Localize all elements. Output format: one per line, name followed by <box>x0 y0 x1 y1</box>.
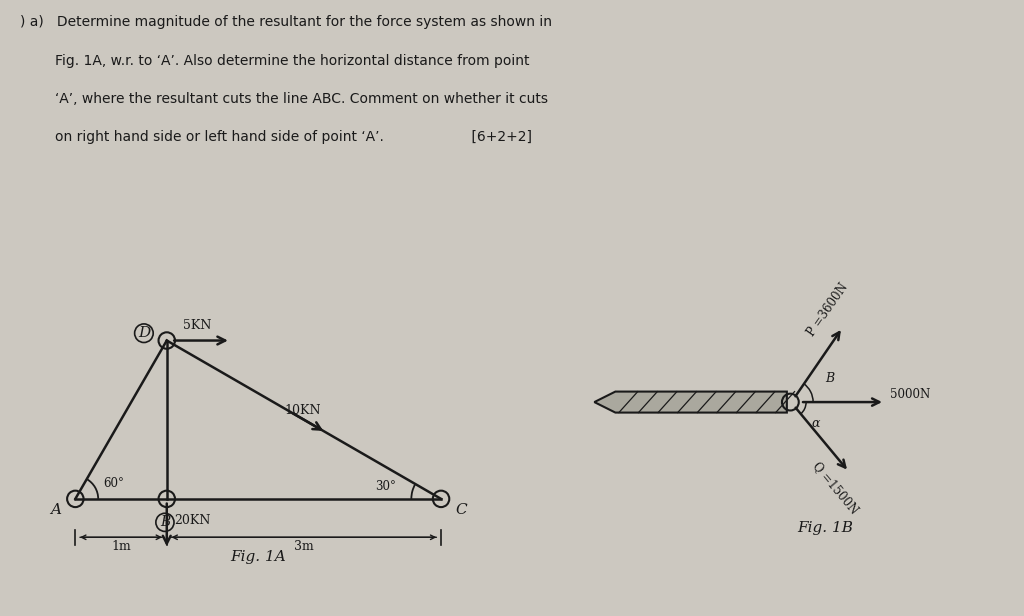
Text: 1m: 1m <box>112 540 131 553</box>
Text: Fig. 1B: Fig. 1B <box>798 521 853 535</box>
Text: Q =1500N: Q =1500N <box>811 460 861 516</box>
Text: B: B <box>160 516 170 529</box>
Text: 5KN: 5KN <box>183 318 212 331</box>
Text: 10KN: 10KN <box>285 404 322 417</box>
Text: 60°: 60° <box>102 477 124 490</box>
Text: on right hand side or left hand side of point ‘A’.                    [6+2+2]: on right hand side or left hand side of … <box>20 130 532 144</box>
Text: P =3600N: P =3600N <box>805 280 851 338</box>
Text: α: α <box>811 416 820 429</box>
Text: A: A <box>50 503 60 517</box>
Polygon shape <box>594 392 786 413</box>
Text: Fig. 1A: Fig. 1A <box>230 550 286 564</box>
Text: 3m: 3m <box>294 540 313 553</box>
Text: D: D <box>138 326 151 340</box>
Text: 5000N: 5000N <box>890 388 930 401</box>
Text: ‘A’, where the resultant cuts the line ABC. Comment on whether it cuts: ‘A’, where the resultant cuts the line A… <box>20 92 549 106</box>
Text: B: B <box>825 373 835 386</box>
Text: ) a)   Determine magnitude of the resultant for the force system as shown in: ) a) Determine magnitude of the resultan… <box>20 15 553 30</box>
Text: Fig. 1A, w.r. to ‘A’. Also determine the horizontal distance from point: Fig. 1A, w.r. to ‘A’. Also determine the… <box>20 54 530 68</box>
Text: 20KN: 20KN <box>174 514 211 527</box>
Text: C: C <box>456 503 467 517</box>
Text: 30°: 30° <box>375 480 396 493</box>
